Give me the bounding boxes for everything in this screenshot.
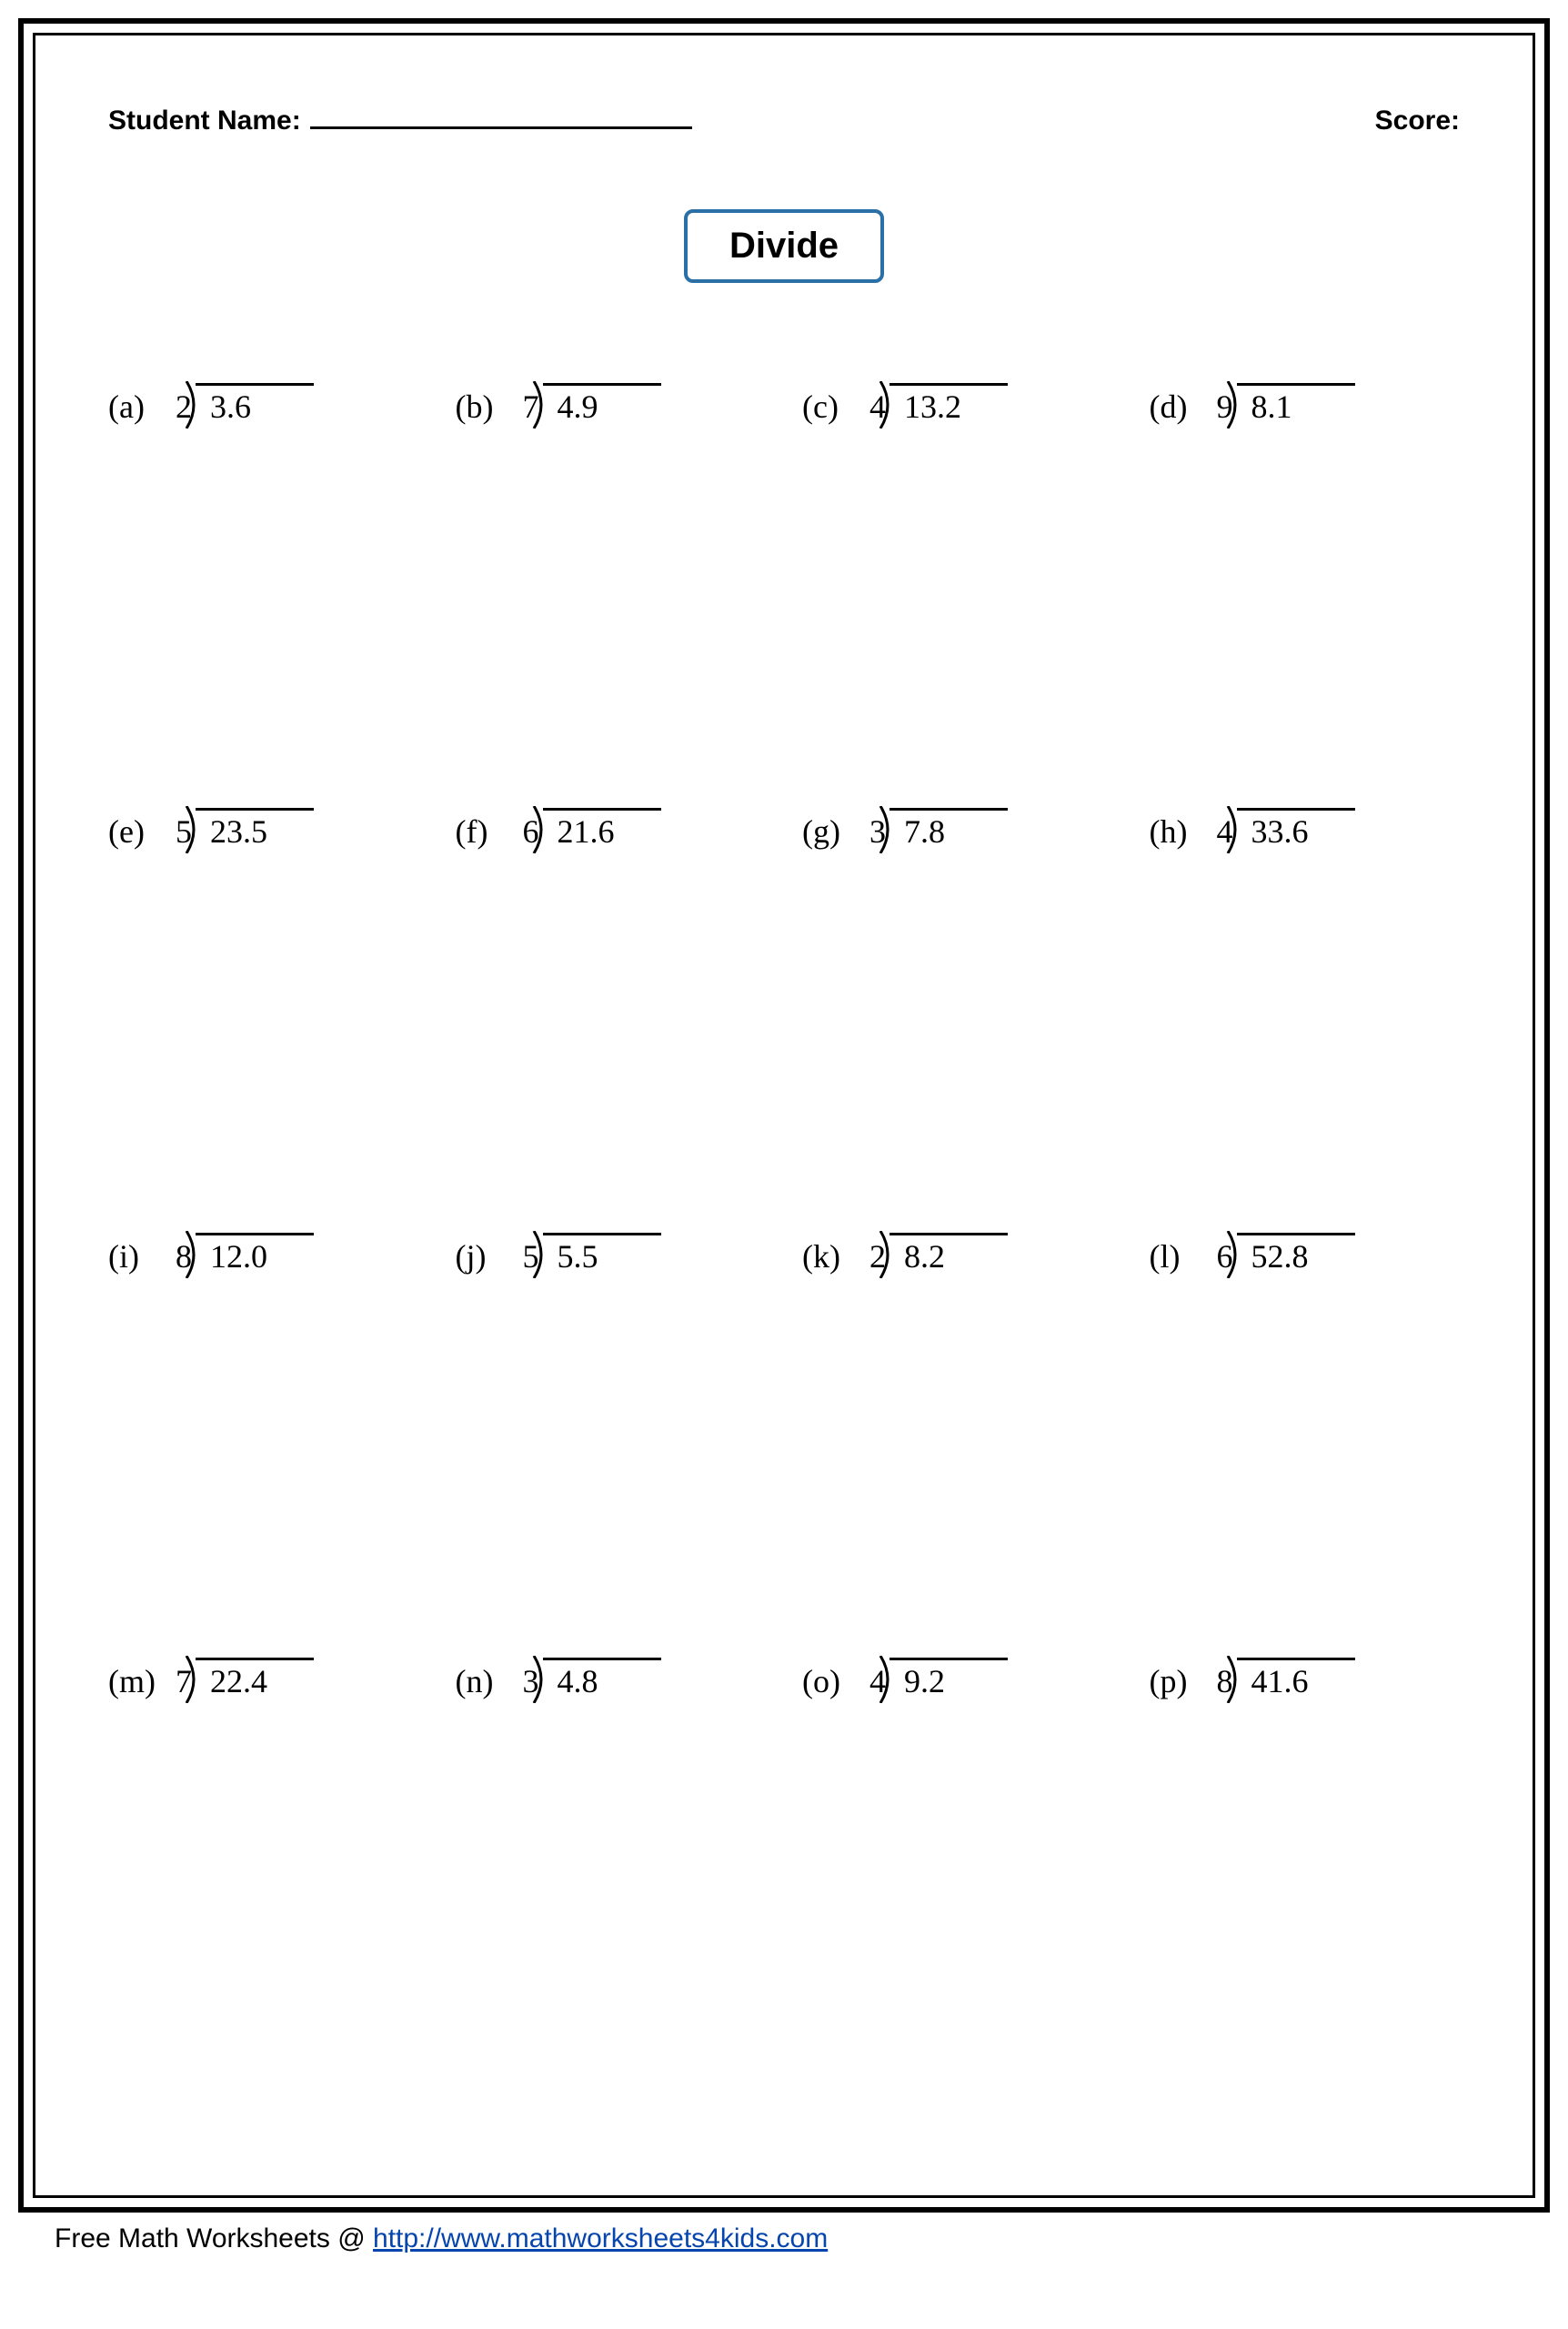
long-division-symbol: 3.6	[196, 383, 314, 426]
long-division-symbol: 8.1	[1237, 383, 1355, 426]
problem-label: (b)	[456, 388, 510, 426]
score-label: Score:	[1375, 106, 1460, 136]
footer: Free Math Worksheets @ http://www.mathwo…	[18, 2223, 1550, 2254]
problem-label: (k)	[802, 1237, 857, 1275]
long-division-symbol: 12.0	[196, 1233, 314, 1275]
dividend: 23.5	[196, 808, 314, 851]
dividend: 21.6	[543, 808, 661, 851]
dividend: 8.1	[1237, 383, 1355, 426]
problem: (b)74.9	[456, 383, 767, 426]
problem-label: (i)	[108, 1237, 163, 1275]
problem: (m)722.4	[108, 1658, 419, 1700]
problem: (p)841.6	[1150, 1658, 1461, 1700]
student-name-block: Student Name:	[108, 99, 692, 136]
header-row: Student Name: Score:	[108, 99, 1460, 136]
long-division-symbol: 52.8	[1237, 1233, 1355, 1275]
long-division-symbol: 4.8	[543, 1658, 661, 1700]
problem: (g)37.8	[802, 808, 1113, 851]
dividend: 8.2	[890, 1233, 1008, 1275]
long-division-symbol: 21.6	[543, 808, 661, 851]
problem: (o)49.2	[802, 1658, 1113, 1700]
problem: (c)413.2	[802, 383, 1113, 426]
dividend: 4.9	[543, 383, 661, 426]
problem: (h)433.6	[1150, 808, 1461, 851]
student-name-line	[310, 99, 692, 129]
long-division-symbol: 33.6	[1237, 808, 1355, 851]
dividend: 5.5	[543, 1233, 661, 1275]
dividend: 33.6	[1237, 808, 1355, 851]
long-division-symbol: 9.2	[890, 1658, 1008, 1700]
long-division-symbol: 5.5	[543, 1233, 661, 1275]
long-division-symbol: 7.8	[890, 808, 1008, 851]
problem: (d)98.1	[1150, 383, 1461, 426]
problem: (n)34.8	[456, 1658, 767, 1700]
problem-label: (o)	[802, 1662, 857, 1700]
problem: (k)28.2	[802, 1233, 1113, 1275]
problem-label: (e)	[108, 812, 163, 851]
problem-label: (c)	[802, 388, 857, 426]
problem-label: (l)	[1150, 1237, 1204, 1275]
worksheet-inner-frame: Student Name: Score: Divide (a)23.6 (b)74…	[33, 33, 1535, 2198]
problems-grid: (a)23.6 (b)74.9 (c)413.2 (d)98.1 (e)523.5 (f)…	[108, 383, 1460, 1700]
problem-label: (a)	[108, 388, 163, 426]
problem: (f)621.6	[456, 808, 767, 851]
dividend: 7.8	[890, 808, 1008, 851]
dividend: 41.6	[1237, 1658, 1355, 1700]
long-division-symbol: 8.2	[890, 1233, 1008, 1275]
problem: (e)523.5	[108, 808, 419, 851]
problem-label: (j)	[456, 1237, 510, 1275]
dividend: 3.6	[196, 383, 314, 426]
problem: (l)652.8	[1150, 1233, 1461, 1275]
worksheet-outer-frame: Student Name: Score: Divide (a)23.6 (b)74…	[18, 18, 1550, 2213]
problem-label: (f)	[456, 812, 510, 851]
problem-label: (n)	[456, 1662, 510, 1700]
dividend: 9.2	[890, 1658, 1008, 1700]
long-division-symbol: 41.6	[1237, 1658, 1355, 1700]
long-division-symbol: 23.5	[196, 808, 314, 851]
problem-label: (h)	[1150, 812, 1204, 851]
problem-label: (g)	[802, 812, 857, 851]
dividend: 4.8	[543, 1658, 661, 1700]
problem-label: (d)	[1150, 388, 1204, 426]
long-division-symbol: 22.4	[196, 1658, 314, 1700]
footer-link[interactable]: http://www.mathworksheets4kids.com	[373, 2223, 828, 2253]
dividend: 13.2	[890, 383, 1008, 426]
dividend: 12.0	[196, 1233, 314, 1275]
long-division-symbol: 4.9	[543, 383, 661, 426]
dividend: 52.8	[1237, 1233, 1355, 1275]
problem: (a)23.6	[108, 383, 419, 426]
problem: (i)812.0	[108, 1233, 419, 1275]
problem: (j)55.5	[456, 1233, 767, 1275]
problem-label: (m)	[108, 1662, 163, 1700]
worksheet-title: Divide	[684, 209, 884, 283]
dividend: 22.4	[196, 1658, 314, 1700]
student-name-label: Student Name:	[108, 106, 301, 136]
footer-prefix: Free Math Worksheets @	[55, 2223, 373, 2253]
long-division-symbol: 13.2	[890, 383, 1008, 426]
problem-label: (p)	[1150, 1662, 1204, 1700]
